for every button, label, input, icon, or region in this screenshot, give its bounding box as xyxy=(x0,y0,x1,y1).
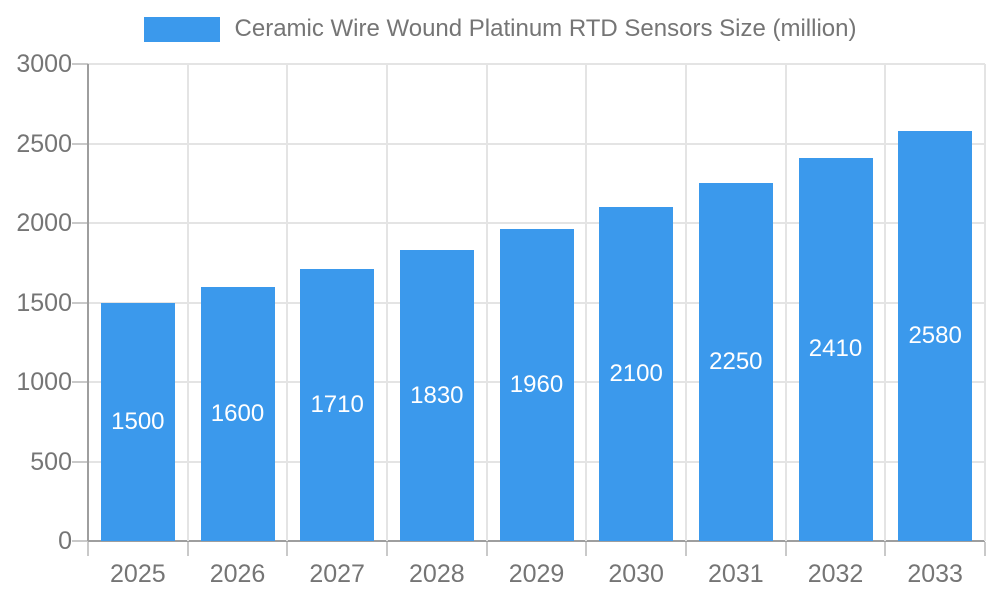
bar xyxy=(898,130,973,541)
bar xyxy=(200,286,275,541)
bar xyxy=(499,229,574,541)
bar xyxy=(100,302,175,541)
h-gridline xyxy=(88,142,985,145)
bar xyxy=(798,157,873,541)
y-tick-label: 0 xyxy=(58,527,72,555)
x-tick-label: 2027 xyxy=(309,560,365,588)
y-tick xyxy=(72,222,88,224)
y-tick xyxy=(72,301,88,304)
y-tick-label: 1000 xyxy=(16,368,72,396)
x-tick xyxy=(685,542,687,556)
y-tick xyxy=(72,63,88,65)
x-tick xyxy=(186,542,189,556)
bar-value-label: 2100 xyxy=(609,360,663,388)
y-tick-label: 500 xyxy=(30,447,72,476)
chart-title: Ceramic Wire Wound Platinum RTD Sensors … xyxy=(234,15,857,42)
x-tick xyxy=(884,542,887,556)
bar-value-label: 1710 xyxy=(310,391,364,419)
x-tick xyxy=(87,542,89,556)
x-tick xyxy=(784,542,787,556)
v-gridline xyxy=(585,64,588,541)
v-gridline xyxy=(984,64,986,541)
bar-value-label: 1500 xyxy=(111,407,165,435)
v-gridline xyxy=(186,64,189,541)
x-tick-label: 2026 xyxy=(209,560,266,588)
x-tick-label: 2031 xyxy=(708,560,764,588)
bar-value-label: 1960 xyxy=(509,371,564,399)
v-gridline xyxy=(386,64,388,541)
v-gridline xyxy=(784,64,787,541)
y-tick xyxy=(72,540,88,542)
bar-value-label: 1600 xyxy=(210,399,265,427)
v-gridline xyxy=(884,64,887,541)
bar-value-label: 2580 xyxy=(908,321,962,349)
bar-value-label: 1830 xyxy=(410,381,464,409)
chart-legend: Ceramic Wire Wound Platinum RTD Sensors … xyxy=(0,15,1000,43)
v-gridline xyxy=(685,64,687,541)
x-tick xyxy=(386,542,388,556)
x-tick xyxy=(585,542,588,556)
h-gridline xyxy=(88,222,985,224)
y-tick-label: 3000 xyxy=(16,50,72,78)
x-tick-label: 2025 xyxy=(110,560,166,588)
y-tick-label: 2000 xyxy=(16,209,72,237)
bar xyxy=(300,269,375,541)
legend-swatch xyxy=(143,16,220,42)
y-tick-label: 2500 xyxy=(16,129,72,158)
x-tick xyxy=(984,542,986,556)
h-gridline xyxy=(88,63,985,65)
x-tick xyxy=(485,542,488,556)
y-axis-line xyxy=(87,64,89,541)
x-tick-label: 2033 xyxy=(907,560,963,588)
x-tick-label: 2028 xyxy=(409,560,465,588)
x-axis-line xyxy=(88,540,985,542)
x-tick-label: 2032 xyxy=(807,560,864,588)
y-tick-label: 1500 xyxy=(16,288,72,317)
bar-value-label: 2410 xyxy=(808,335,863,363)
x-tick xyxy=(286,542,289,556)
y-tick xyxy=(72,142,88,145)
v-gridline xyxy=(485,64,488,541)
bar xyxy=(698,183,773,541)
bar xyxy=(399,250,474,541)
x-tick-label: 2029 xyxy=(508,560,565,588)
v-gridline xyxy=(286,64,289,541)
y-tick xyxy=(72,460,88,463)
x-tick-label: 2030 xyxy=(608,560,664,588)
bar-value-label: 2250 xyxy=(709,348,763,376)
bar xyxy=(599,207,674,541)
y-tick xyxy=(72,381,88,383)
